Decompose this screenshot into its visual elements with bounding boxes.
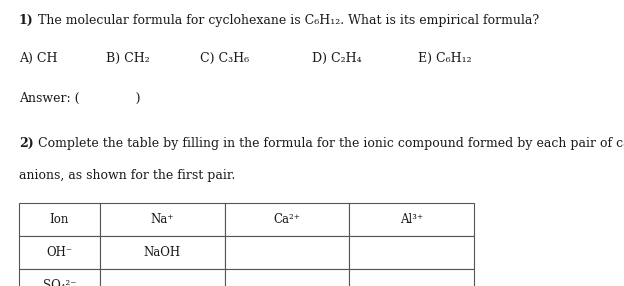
Text: Na⁺: Na⁺ — [150, 213, 174, 226]
Bar — [225, 236, 349, 269]
Text: Complete the table by filling in the formula for the ionic compound formed by ea: Complete the table by filling in the for… — [34, 137, 624, 150]
Text: C) C₃H₆: C) C₃H₆ — [200, 51, 249, 64]
Bar — [349, 269, 474, 286]
Bar — [19, 269, 100, 286]
Text: NaOH: NaOH — [144, 246, 181, 259]
Bar — [225, 203, 349, 236]
Text: Answer: (              ): Answer: ( ) — [19, 92, 140, 104]
Text: Ion: Ion — [49, 213, 69, 226]
Text: E) C₆H₁₂: E) C₆H₁₂ — [418, 51, 472, 64]
Bar — [19, 236, 100, 269]
Bar — [225, 269, 349, 286]
Text: Al³⁺: Al³⁺ — [400, 213, 424, 226]
Text: 1): 1) — [19, 14, 34, 27]
Text: anions, as shown for the first pair.: anions, as shown for the first pair. — [19, 169, 235, 182]
Bar — [349, 203, 474, 236]
Bar — [100, 203, 225, 236]
Text: Ca²⁺: Ca²⁺ — [273, 213, 301, 226]
Text: D) C₂H₄: D) C₂H₄ — [312, 51, 362, 64]
Bar — [19, 203, 100, 236]
Text: The molecular formula for cyclohexane is C₆H₁₂. What is its empirical formula?: The molecular formula for cyclohexane is… — [34, 14, 539, 27]
Text: SO₄²⁻: SO₄²⁻ — [42, 279, 76, 286]
Text: B) CH₂: B) CH₂ — [106, 51, 150, 64]
Bar — [100, 236, 225, 269]
Text: A) CH: A) CH — [19, 51, 57, 64]
Bar — [349, 236, 474, 269]
Text: 2): 2) — [19, 137, 34, 150]
Bar — [100, 269, 225, 286]
Text: OH⁻: OH⁻ — [46, 246, 72, 259]
